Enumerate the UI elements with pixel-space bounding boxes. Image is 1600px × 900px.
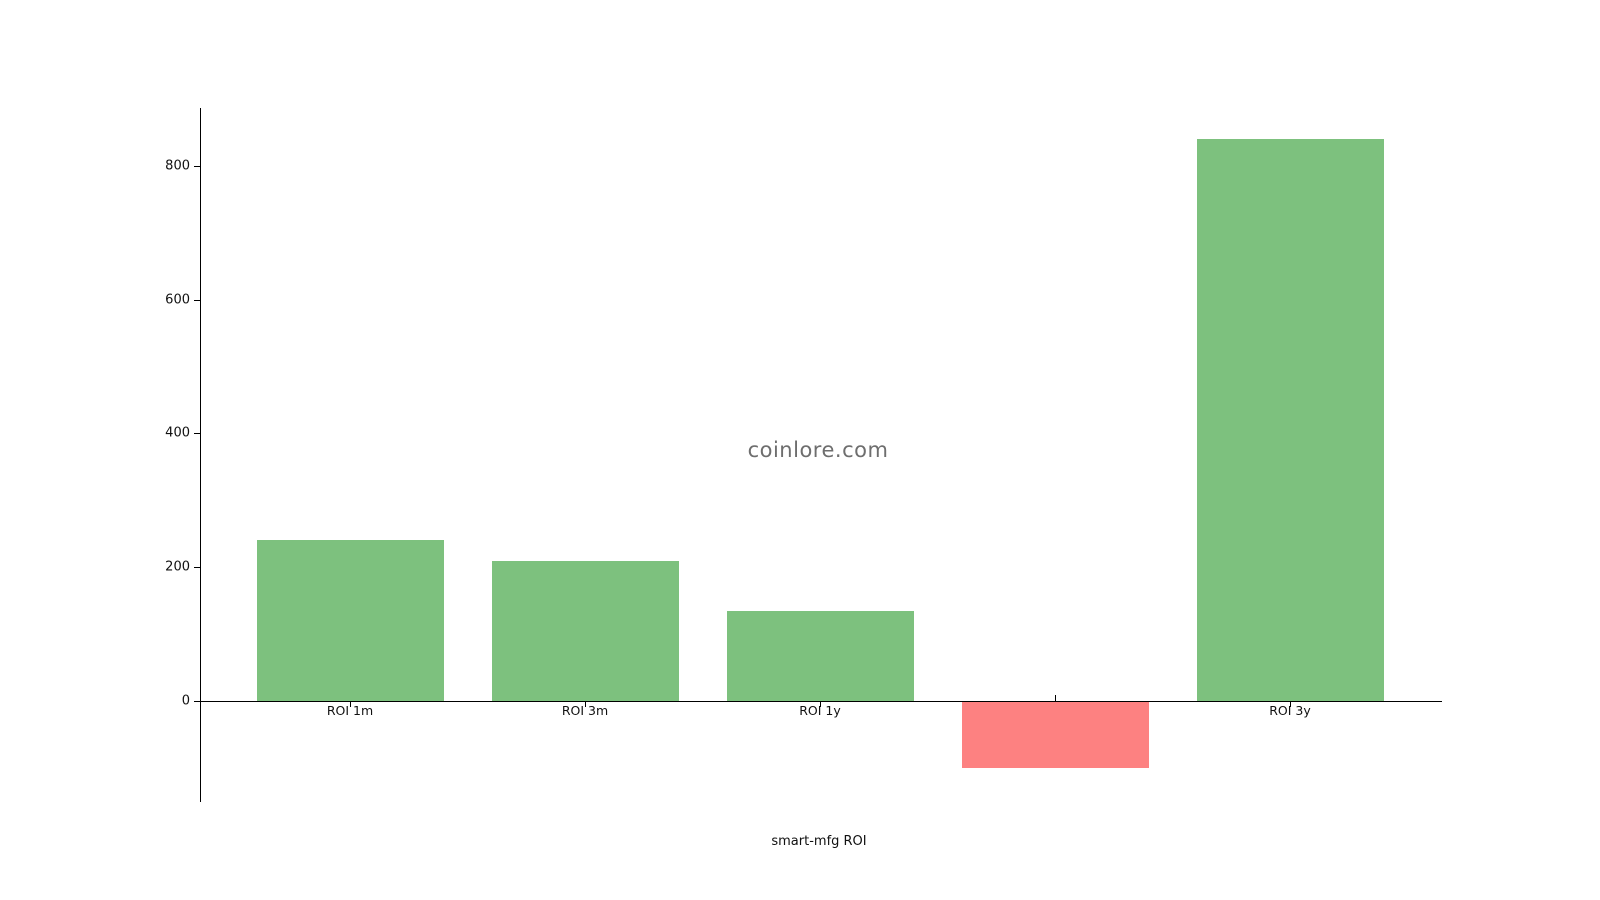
x-axis-tick-label: ROI 1m xyxy=(326,703,374,718)
bar-positive xyxy=(492,561,679,701)
y-axis-tick xyxy=(194,701,200,702)
x-axis-line xyxy=(200,701,1442,702)
bar-positive xyxy=(1197,139,1384,701)
y-axis-tick xyxy=(194,567,200,569)
y-axis-tick-label: 400 xyxy=(165,425,190,441)
y-axis-tick-label: 800 xyxy=(165,158,190,174)
y-axis-tick-label: 200 xyxy=(165,559,190,575)
bar-positive xyxy=(727,611,914,701)
x-axis-tick-label: ROI 3y xyxy=(1269,703,1311,718)
y-axis-tick-label: 600 xyxy=(165,292,190,308)
x-axis-tick-label: ROI 3m xyxy=(561,703,609,718)
y-axis-tick xyxy=(194,299,200,301)
watermark-text: coinlore.com xyxy=(747,438,889,462)
bar-negative xyxy=(962,701,1149,768)
y-axis-line xyxy=(200,108,201,802)
x-axis-tick-label: ROI 1y xyxy=(799,703,841,718)
y-axis-tick-label: 0 xyxy=(181,693,190,709)
chart-title: smart-mfg ROI xyxy=(771,834,867,849)
y-axis-tick xyxy=(194,165,200,167)
y-axis-tick xyxy=(194,433,200,435)
bar-positive xyxy=(257,540,444,701)
